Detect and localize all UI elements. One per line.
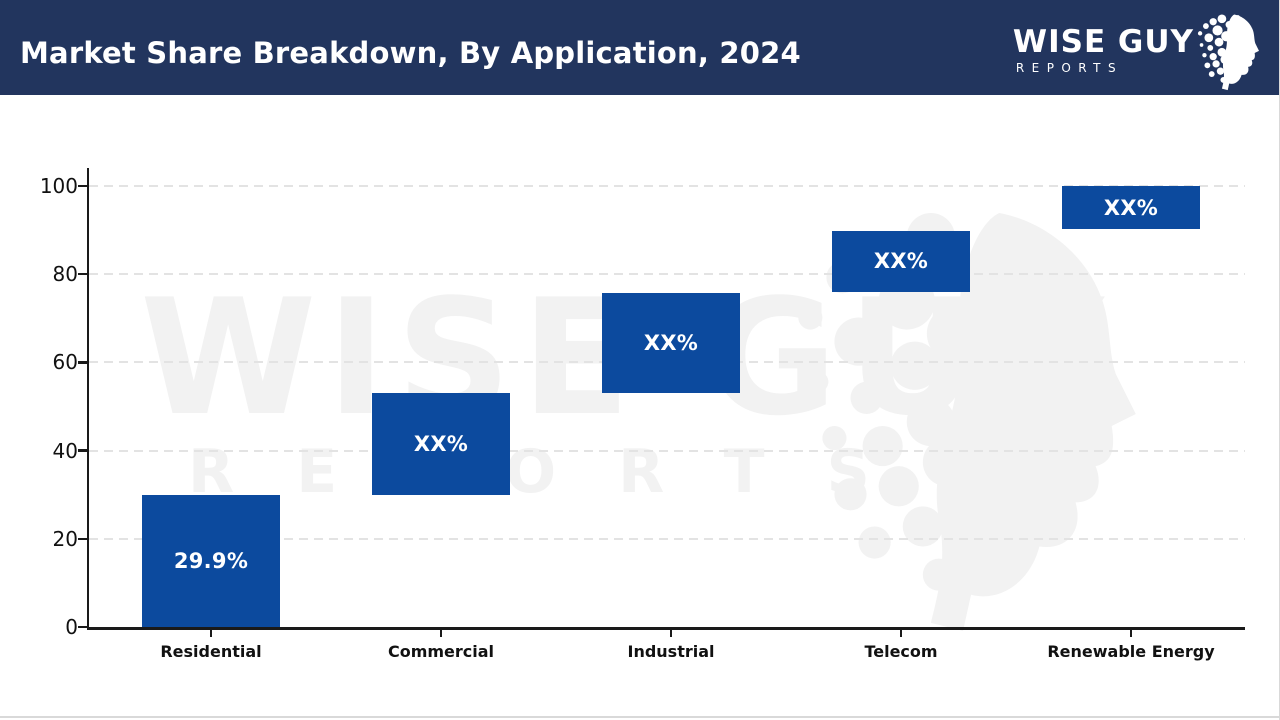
x-axis <box>86 627 1245 630</box>
gridline <box>89 185 1245 187</box>
y-tick-mark <box>77 625 87 629</box>
y-tick-label: 40 <box>52 438 78 463</box>
y-tick-label: 100 <box>39 174 78 198</box>
gridline <box>89 273 1245 276</box>
wise-guy-logo: WISE GUY REPORTS <box>1013 13 1260 93</box>
x-tick-mark <box>669 629 673 637</box>
bar: XX% <box>372 393 510 496</box>
watermark-text-secondary: REPORTS <box>188 437 932 507</box>
x-tick-mark <box>439 629 443 637</box>
bar-value-label: XX% <box>1103 195 1159 220</box>
y-tick-label: 20 <box>52 526 78 551</box>
gridline <box>89 449 1245 452</box>
bar: 29.9% <box>142 495 280 627</box>
bar-value-label: XX% <box>413 432 469 457</box>
x-tick-label: Telecom <box>864 642 938 661</box>
y-axis <box>86 168 89 630</box>
x-tick-mark <box>1129 629 1133 637</box>
logo-head-icon <box>1197 13 1259 90</box>
bar-value-label: XX% <box>643 331 699 356</box>
bar-value-label: XX% <box>873 249 929 274</box>
x-tick-label: Industrial <box>627 642 715 661</box>
x-tick-mark <box>209 629 213 637</box>
bar: XX% <box>1062 186 1200 230</box>
logo-brand-subtitle: REPORTS <box>1015 61 1123 75</box>
logo-text: WISE GUY REPORTS <box>1012 24 1194 75</box>
page-title: Market Share Breakdown, By Application, … <box>20 35 801 70</box>
x-tick-label: Renewable Energy <box>1047 642 1215 661</box>
x-tick-label: Commercial <box>387 642 495 661</box>
bar: XX% <box>832 230 970 292</box>
y-tick-label: 80 <box>52 262 78 287</box>
y-tick-label: 0 <box>65 615 78 639</box>
y-tick-mark <box>77 272 87 276</box>
y-tick-label: 60 <box>52 350 78 375</box>
bar: XX% <box>602 293 740 394</box>
y-tick-mark <box>77 449 87 452</box>
logo-brand-name: WISE GUY <box>1012 24 1194 60</box>
x-tick-mark <box>899 629 903 637</box>
bar-value-label: 29.9% <box>173 549 249 574</box>
bottom-border-line <box>0 716 1279 718</box>
y-tick-mark <box>77 537 87 541</box>
x-tick-label: Residential <box>160 642 262 661</box>
y-tick-mark <box>77 184 87 188</box>
header: Market Share Breakdown, By Application, … <box>0 0 1279 95</box>
gridline <box>89 537 1245 540</box>
y-tick-mark <box>77 361 87 364</box>
